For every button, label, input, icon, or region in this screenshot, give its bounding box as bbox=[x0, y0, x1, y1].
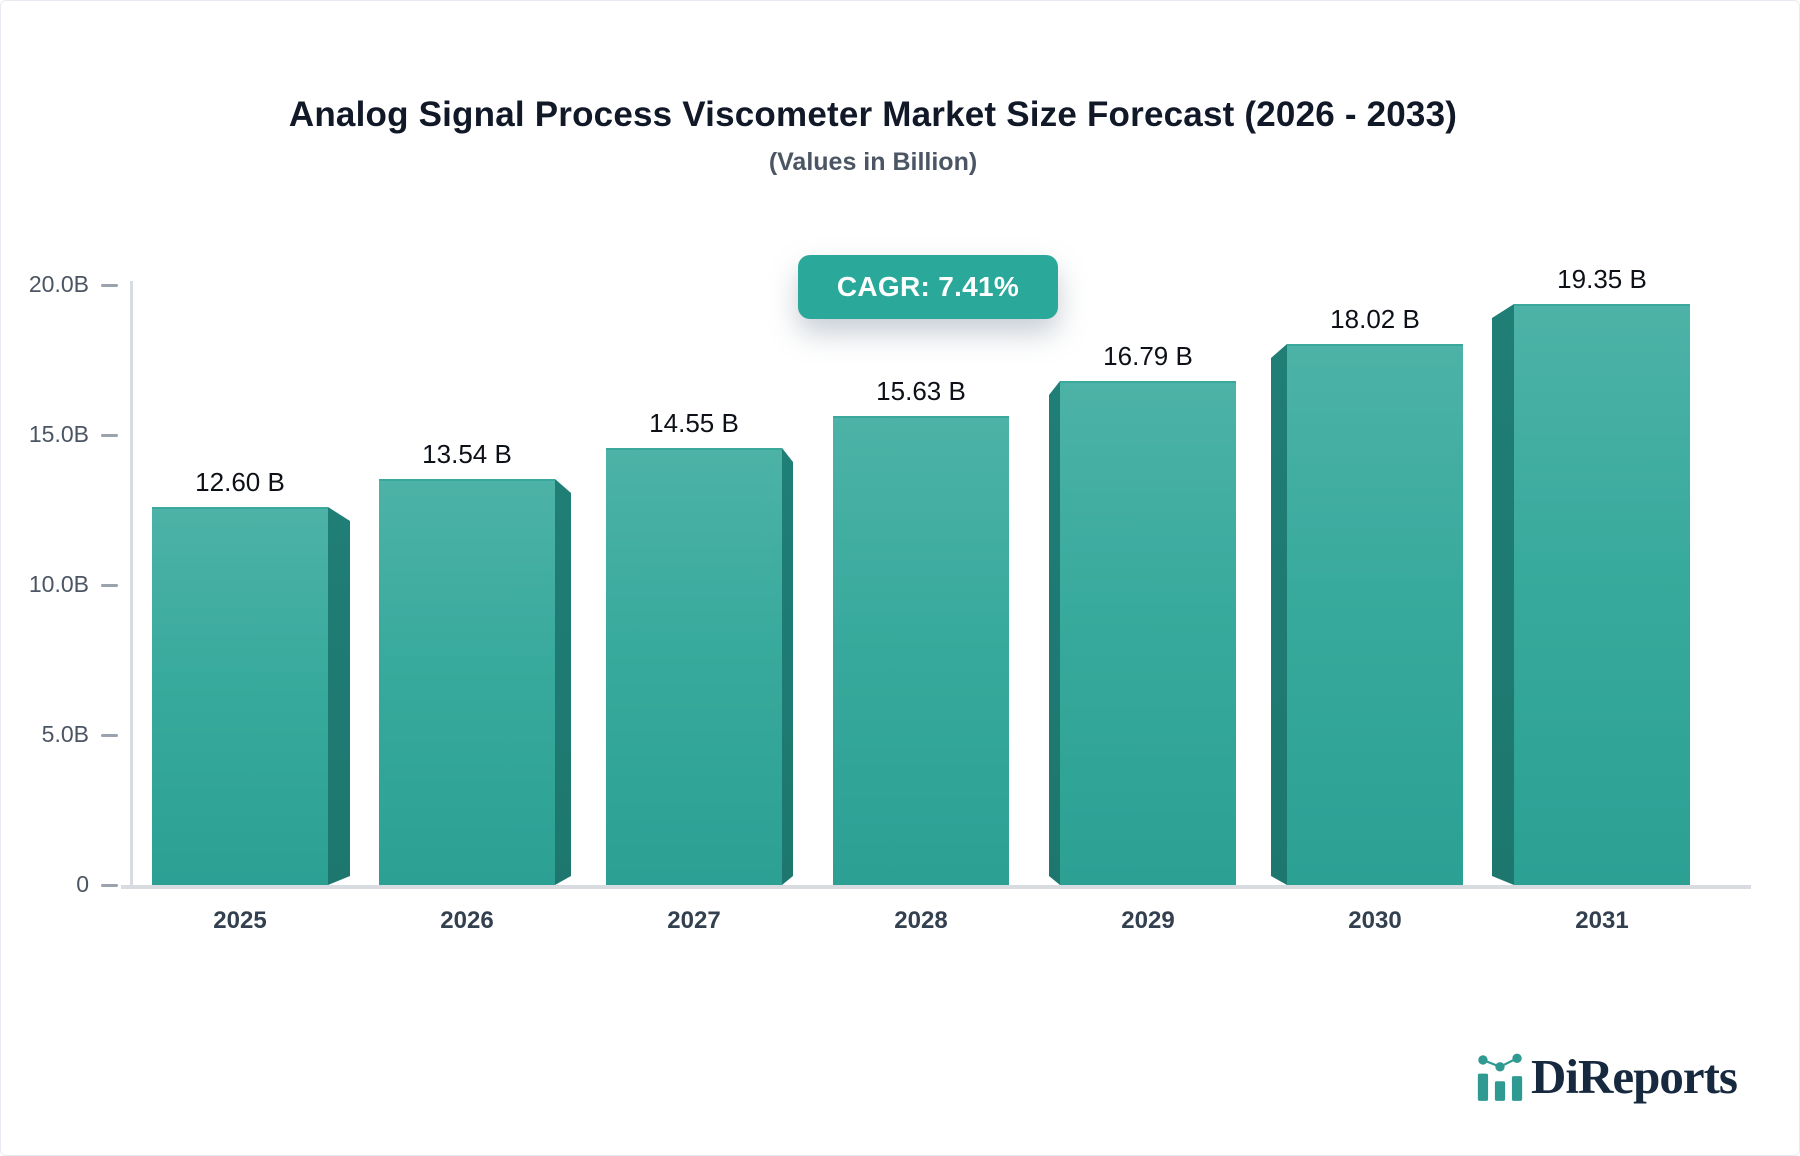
bar-2029[interactable] bbox=[1060, 381, 1236, 885]
bar-2026[interactable] bbox=[379, 479, 555, 885]
bar-2027[interactable] bbox=[606, 448, 782, 885]
y-tick-mark bbox=[101, 284, 118, 287]
x-tick-label-2031: 2031 bbox=[1575, 907, 1629, 934]
chart-title: Analog Signal Process Viscometer Market … bbox=[288, 95, 1458, 134]
y-tick-mark bbox=[101, 884, 118, 887]
bar-side-2025 bbox=[328, 507, 350, 885]
bar-2031[interactable] bbox=[1514, 304, 1690, 885]
y-tick-label: 15.0B bbox=[28, 421, 89, 447]
bar-value-label-2025: 12.60 B bbox=[195, 467, 285, 497]
bar-value-label-2026: 13.54 B bbox=[422, 439, 512, 469]
cagr-badge: CAGR: 7.41% bbox=[798, 255, 1058, 319]
x-tick-label-2025: 2025 bbox=[213, 907, 267, 934]
y-tick-mark bbox=[101, 584, 118, 587]
logo-text: DiReports bbox=[1530, 1049, 1738, 1104]
bar-value-label-2031: 19.35 B bbox=[1557, 264, 1647, 294]
x-tick-label-2027: 2027 bbox=[667, 907, 721, 934]
bar-value-label-2028: 15.63 B bbox=[876, 376, 966, 406]
chart-subtitle: (Values in Billion) bbox=[768, 148, 978, 176]
y-tick-label: 5.0B bbox=[41, 721, 89, 747]
bar-side-2026 bbox=[555, 479, 571, 885]
bar-2028[interactable] bbox=[833, 416, 1009, 885]
bar-2025[interactable] bbox=[152, 507, 328, 885]
x-tick-label-2029: 2029 bbox=[1121, 907, 1175, 934]
logo: DiReports bbox=[1477, 1049, 1738, 1104]
y-tick-label: 10.0B bbox=[28, 571, 89, 597]
y-axis-line bbox=[130, 281, 133, 887]
x-axis-line bbox=[121, 885, 1751, 889]
y-tick-label: 0 bbox=[76, 871, 89, 897]
bar-side-2030 bbox=[1271, 344, 1287, 885]
bar-value-label-2030: 18.02 B bbox=[1330, 304, 1420, 334]
bar-value-label-2027: 14.55 B bbox=[649, 408, 739, 438]
x-tick-label-2028: 2028 bbox=[894, 907, 948, 934]
x-tick-label-2030: 2030 bbox=[1348, 907, 1402, 934]
bar-side-2031 bbox=[1492, 304, 1514, 885]
y-tick-label: 20.0B bbox=[28, 271, 89, 297]
bar-2030[interactable] bbox=[1287, 344, 1463, 885]
bar-value-label-2029: 16.79 B bbox=[1103, 341, 1193, 371]
bar-side-2029 bbox=[1049, 381, 1060, 885]
x-tick-label-2026: 2026 bbox=[440, 907, 494, 934]
y-tick-mark bbox=[101, 434, 118, 437]
bar-side-2027 bbox=[782, 448, 793, 885]
y-tick-mark bbox=[101, 734, 118, 737]
mini-bar-chart-icon bbox=[1477, 1053, 1523, 1101]
